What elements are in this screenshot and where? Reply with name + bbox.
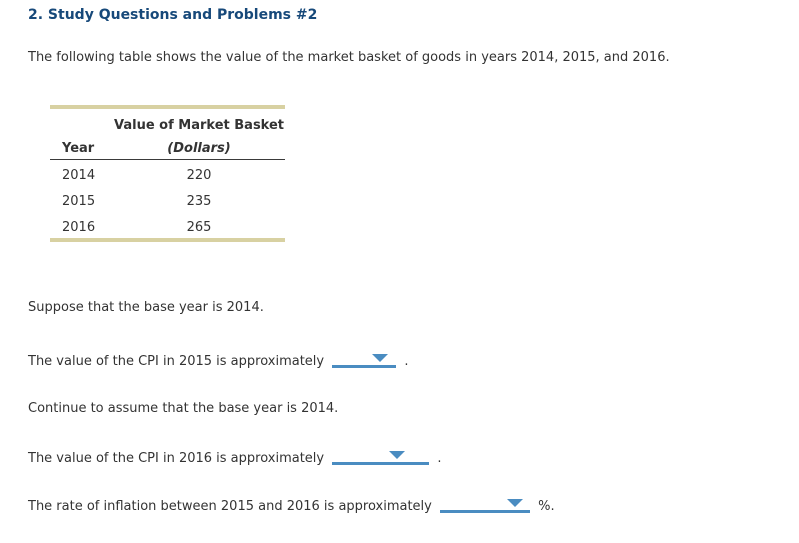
question-suffix: . xyxy=(437,451,442,466)
question-suffix: . xyxy=(404,354,409,369)
year-cell: 2014 xyxy=(62,168,96,183)
dropdown-arrow-icon xyxy=(507,499,523,507)
continue-base-year-note: Continue to assume that the base year is… xyxy=(28,401,339,416)
question-cpi-2015: The value of the CPI in 2015 is approxim… xyxy=(28,350,409,370)
question-text: The rate of inflation between 2015 and 2… xyxy=(28,499,432,514)
value-cell: 235 xyxy=(186,194,212,209)
question-suffix: %. xyxy=(538,499,555,514)
question-inflation-rate: The rate of inflation between 2015 and 2… xyxy=(28,495,555,515)
page-title: 2. Study Questions and Problems #2 xyxy=(28,7,318,23)
question-text: The value of the CPI in 2015 is approxim… xyxy=(28,354,325,369)
base-year-note: Suppose that the base year is 2014. xyxy=(28,300,264,315)
table-row: 2014 220 xyxy=(50,160,285,187)
dropdown-arrow-icon xyxy=(372,354,389,362)
cpi-2015-dropdown[interactable] xyxy=(332,350,397,368)
empty-header-cell xyxy=(50,107,113,136)
question-text: The value of the CPI in 2016 is approxim… xyxy=(28,451,325,466)
table-subheader-row: Year (Dollars) xyxy=(50,136,286,160)
dropdown-arrow-icon xyxy=(389,451,406,459)
question-cpi-2016: The value of the CPI in 2016 is approxim… xyxy=(28,447,442,467)
market-basket-table: Value of Market Basket Year (Dollars) 20… xyxy=(50,105,286,242)
value-cell: 220 xyxy=(186,168,212,183)
year-cell: 2016 xyxy=(62,220,96,235)
value-of-market-basket-header: Value of Market Basket xyxy=(114,118,285,133)
table-group-header-row: Value of Market Basket xyxy=(50,107,285,136)
cpi-2016-dropdown[interactable] xyxy=(332,447,430,465)
table-row: 2016 265 xyxy=(50,212,285,240)
year-cell: 2015 xyxy=(62,194,96,209)
inflation-rate-dropdown[interactable] xyxy=(440,495,530,513)
intro-text: The following table shows the value of t… xyxy=(28,50,670,65)
value-cell: 265 xyxy=(186,220,212,235)
year-column-header: Year xyxy=(50,136,113,160)
table-row: 2015 235 xyxy=(50,186,285,212)
dollars-subheader: (Dollars) xyxy=(113,136,286,160)
